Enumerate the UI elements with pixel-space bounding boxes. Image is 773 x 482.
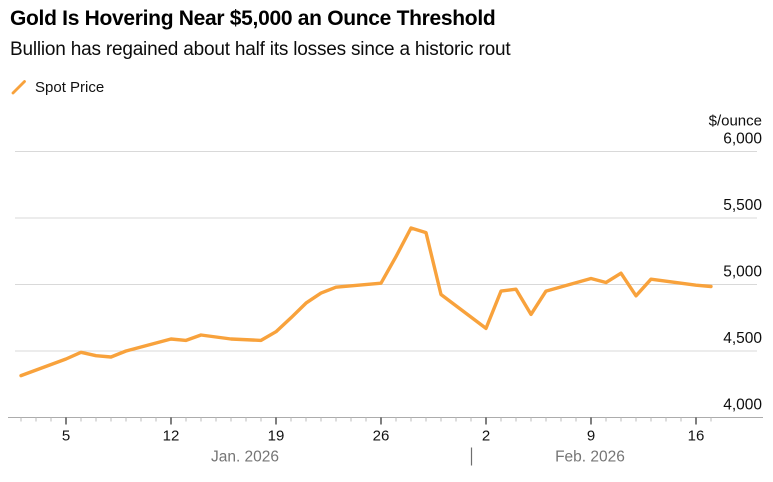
x-axis-day-label: 2 [482,428,490,445]
y-axis-tick-label: 4,500 [723,330,762,347]
legend-label: Spot Price [35,78,105,96]
y-axis-tick-label: 6,000 [723,131,762,148]
x-axis-day-label: 16 [688,428,705,445]
x-axis-day-label: 9 [587,428,595,445]
chart-title: Gold Is Hovering Near $5,000 an Ounce Th… [10,7,496,30]
x-axis-day-label: 26 [373,428,390,445]
y-axis-tick-label: 5,500 [723,197,762,214]
y-axis-tick-label: 5,000 [723,264,762,281]
spot-price-legend-slash-icon [11,79,26,94]
x-axis-month-label: Feb. 2026 [555,449,625,466]
y-axis-tick-label: 4,000 [723,397,762,414]
y-axis-unit-label: $/ounce [709,113,762,130]
x-axis-month-label: Jan. 2026 [211,449,279,466]
legend: Spot Price [11,78,104,96]
x-axis-day-label: 5 [62,428,70,445]
x-axis-day-label: 12 [163,428,180,445]
chart-subtitle: Bullion has regained about half its loss… [10,39,511,60]
spot-price-line [19,226,713,378]
x-axis-day-label: 19 [268,428,285,445]
